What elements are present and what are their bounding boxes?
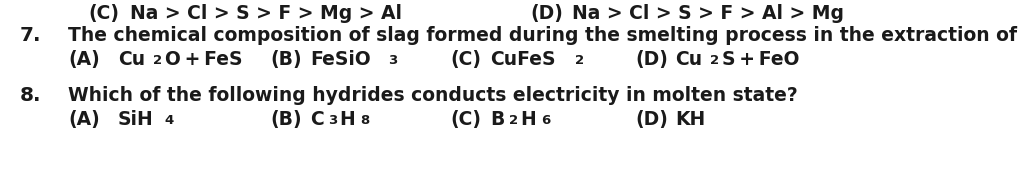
- Text: 2: 2: [153, 54, 162, 67]
- Text: H: H: [520, 110, 537, 129]
- Text: (B): (B): [270, 50, 302, 69]
- Text: (A): (A): [68, 110, 99, 129]
- Text: (D): (D): [635, 110, 668, 129]
- Text: (A): (A): [68, 50, 99, 69]
- Text: Na > Cl > S > F > Al > Mg: Na > Cl > S > F > Al > Mg: [572, 4, 844, 23]
- Text: SiH: SiH: [118, 110, 154, 129]
- Text: Cu: Cu: [675, 50, 702, 69]
- Text: (C): (C): [88, 4, 119, 23]
- Text: 4: 4: [164, 114, 173, 127]
- Text: B: B: [490, 110, 505, 129]
- Text: The chemical composition of slag formed during the smelting process in the extra: The chemical composition of slag formed …: [68, 26, 1024, 45]
- Text: (C): (C): [450, 110, 481, 129]
- Text: (B): (B): [270, 110, 302, 129]
- Text: 2: 2: [574, 54, 584, 67]
- Text: (C): (C): [450, 50, 481, 69]
- Text: (D): (D): [635, 50, 668, 69]
- Text: S + FeO: S + FeO: [722, 50, 800, 69]
- Text: O + FeS: O + FeS: [165, 50, 243, 69]
- Text: 2: 2: [509, 114, 518, 127]
- Text: Cu: Cu: [118, 50, 145, 69]
- Text: CuFeS: CuFeS: [490, 50, 555, 69]
- Text: Which of the following hydrides conducts electricity in molten state?: Which of the following hydrides conducts…: [68, 86, 798, 105]
- Text: 8.: 8.: [20, 86, 42, 105]
- Text: 6: 6: [541, 114, 550, 127]
- Text: 3: 3: [328, 114, 337, 127]
- Text: 7.: 7.: [20, 26, 42, 45]
- Text: FeSiO: FeSiO: [310, 50, 371, 69]
- Text: Na > Cl > S > F > Mg > Al: Na > Cl > S > F > Mg > Al: [130, 4, 402, 23]
- Text: 2: 2: [710, 54, 719, 67]
- Text: H: H: [340, 110, 355, 129]
- Text: 3: 3: [388, 54, 397, 67]
- Text: (D): (D): [530, 4, 563, 23]
- Text: C: C: [310, 110, 324, 129]
- Text: 8: 8: [360, 114, 370, 127]
- Text: KH: KH: [675, 110, 706, 129]
